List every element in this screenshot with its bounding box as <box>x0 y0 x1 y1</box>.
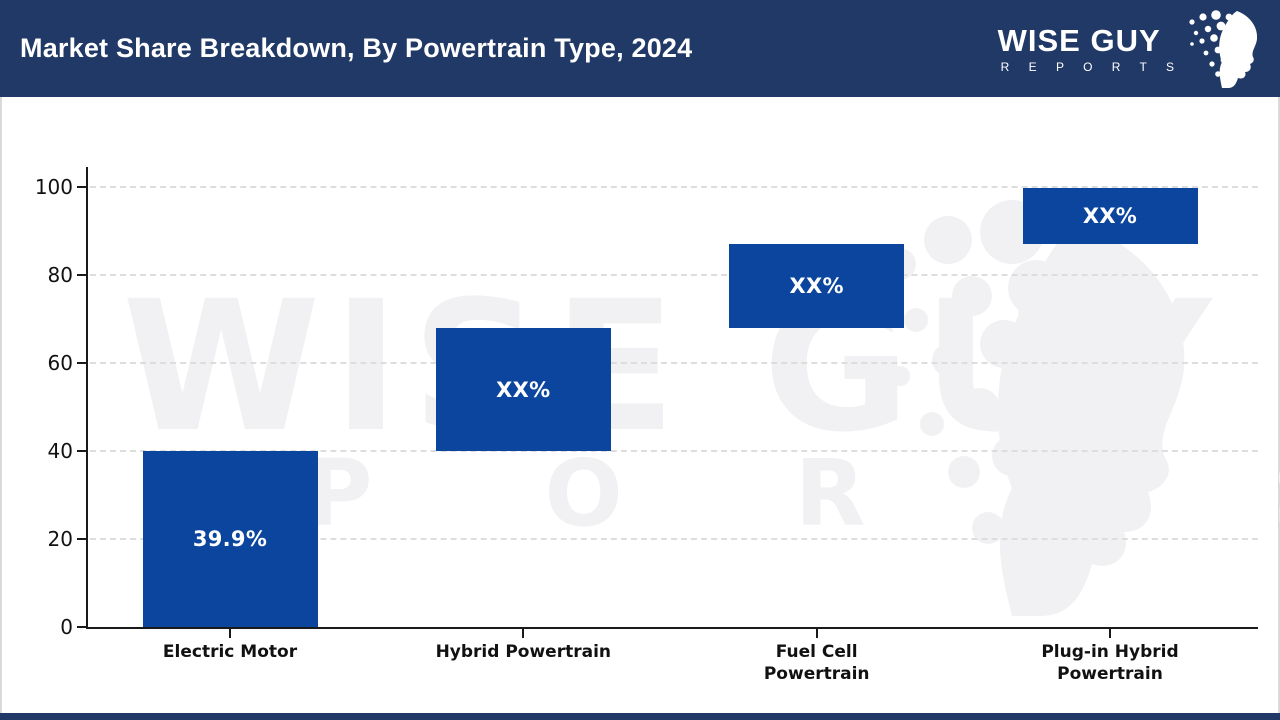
y-axis-line <box>86 167 88 629</box>
y-tickmark-40 <box>77 450 86 452</box>
x-tickmark-1 <box>229 629 231 638</box>
logo-wordmark: WISE GUY <box>997 22 1161 58</box>
category-label-3: Fuel Cell Powertrain <box>763 642 870 685</box>
category-label-1: Electric Motor <box>162 642 298 662</box>
gridline-100 <box>90 186 1258 188</box>
brand-logo: WISE GUY R E P O R T S <box>998 8 1264 90</box>
bar-value-label: XX% <box>496 377 551 402</box>
y-tick-label-80: 80 <box>47 263 73 287</box>
x-tickmark-2 <box>522 629 525 638</box>
y-tickmark-60 <box>77 362 86 364</box>
gridline-40 <box>90 450 1258 452</box>
bar-value-label: XX% <box>1082 204 1138 229</box>
y-tickmark-100 <box>77 186 86 188</box>
footer-bar <box>0 713 1280 720</box>
gridline-60 <box>90 362 1258 364</box>
logo-subtext: R E P O R T S <box>1000 59 1182 74</box>
y-tickmark-20 <box>77 538 86 540</box>
y-tick-label-100: 100 <box>34 175 73 199</box>
bar-value-label: 39.9% <box>192 527 268 552</box>
gridline-20 <box>90 538 1258 540</box>
bar-3: XX% <box>729 244 905 328</box>
bar-2: XX% <box>435 327 611 452</box>
x-tickmark-3 <box>815 629 818 638</box>
y-tick-label-0: 0 <box>60 615 73 639</box>
bar-1: 39.9% <box>142 451 318 627</box>
x-tickmark-4 <box>1109 629 1111 638</box>
logo-head-icon <box>1189 10 1258 88</box>
bar-4: XX% <box>1022 188 1198 245</box>
y-tickmark-80 <box>77 274 86 276</box>
category-label-2: Hybrid Powertrain <box>435 642 612 662</box>
y-tick-label-60: 60 <box>47 351 73 375</box>
header-bar: Market Share Breakdown, By Powertrain Ty… <box>0 0 1280 97</box>
bar-value-label: XX% <box>789 273 844 298</box>
x-axis-line <box>86 627 1258 629</box>
y-tickmark-0 <box>77 626 86 628</box>
brand-logo-text: WISE GUY R E P O R T S <box>998 25 1182 74</box>
gridline-80 <box>90 274 1258 276</box>
y-tick-label-20: 20 <box>47 527 73 551</box>
category-label-4: Plug-in Hybrid Powertrain <box>1041 642 1179 685</box>
page-title: Market Share Breakdown, By Powertrain Ty… <box>20 33 693 63</box>
y-tick-label-40: 40 <box>47 439 73 463</box>
